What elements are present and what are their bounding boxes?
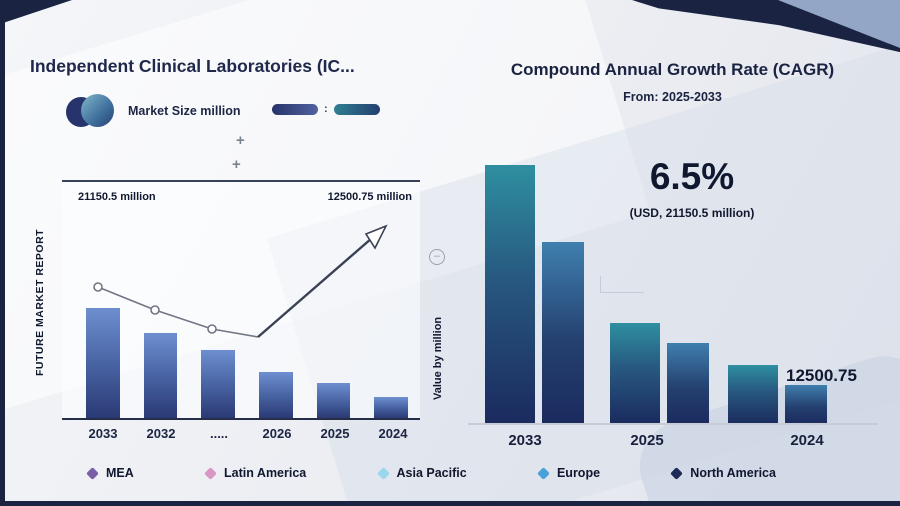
right-bar-group-2033 (485, 165, 584, 425)
legend-label: Europe (556, 466, 601, 480)
pill-teal (333, 104, 380, 115)
annotation-start-value: 21150.5 million (78, 191, 156, 203)
corner-wedge (0, 0, 72, 24)
sphere-teal-icon (81, 94, 114, 127)
right-bar-data-label: 12500.75 (786, 366, 857, 385)
circle-minus-icon: – (429, 249, 445, 265)
pill-separator: : (324, 103, 328, 115)
legend-label: MEA (106, 466, 134, 480)
legend-label: Latin America (224, 466, 307, 480)
right-bar-2024-secondary (785, 385, 827, 425)
legend-diamond-icon (376, 466, 390, 480)
legend-diamond-icon (86, 466, 99, 480)
right-chart-title: Compound Annual Growth Rate (CAGR) (510, 60, 835, 79)
right-bar-2025-secondary (667, 343, 709, 425)
left-x-label-2025: 2025 (320, 426, 350, 441)
left-y-axis-label: FUTURE MARKET REPORT (34, 228, 46, 376)
right-x-label-2024: 2024 (790, 432, 824, 449)
left-bars (86, 308, 409, 418)
right-x-label-2033: 2033 (508, 432, 542, 449)
left-x-label-2033: 2033 (88, 426, 118, 441)
left-bar-2026 (259, 372, 293, 418)
legend-item-north-america[interactable]: North America (670, 466, 776, 480)
left-bar-2032 (143, 333, 178, 418)
legend-diamond-icon (537, 466, 550, 480)
left-bar-..... (201, 350, 236, 418)
bottom-edge-strip (0, 501, 900, 506)
left-edge-strip (0, 0, 5, 506)
right-bar-2033-secondary (542, 242, 584, 425)
legend-item-europe[interactable]: Europe (537, 466, 601, 480)
trend-line-arrow (93, 224, 388, 338)
left-x-label-2024: 2024 (378, 426, 408, 441)
left-chart-title: Independent Clinical Laboratories (IC... (30, 56, 355, 76)
legend-item-asia-pacific[interactable]: Asia Pacific (376, 466, 467, 480)
plus-mark-icon: + (232, 156, 241, 173)
legend-diamond-icon (204, 466, 217, 480)
cagr-value: 6.5% (649, 156, 735, 197)
right-bar-2033-primary (485, 165, 535, 425)
left-bar-2025 (316, 383, 351, 418)
left-chart-plot-area: 21150.5 million 12500.75 million (62, 180, 420, 420)
market-size-icon (66, 94, 114, 130)
left-bar-2033 (86, 308, 120, 418)
legend-row: MEA Latin America Asia Pacific Europe North … (86, 466, 776, 480)
legend-label: Asia Pacific (396, 466, 467, 480)
cagr-note: (USD, 21150.5 million) (629, 206, 755, 220)
decorative-bracket (600, 276, 644, 293)
pill-navy (272, 104, 318, 115)
left-x-label-2026: 2026 (262, 426, 292, 441)
left-bar-2024 (374, 397, 409, 418)
legend-diamond-icon (670, 466, 684, 480)
left-x-labels: 2033 2032..... 2026 2025 2024 (86, 426, 410, 441)
legend-item-latin-america[interactable]: Latin America (204, 466, 307, 480)
annotation-end-value: 12500.75 million (327, 191, 412, 203)
right-axis-line (468, 423, 878, 425)
right-x-label-2025: 2025 (630, 432, 664, 449)
legend-label: North America (690, 466, 776, 480)
legend-pills: : (272, 104, 380, 115)
right-bar-group-2025 (610, 323, 709, 425)
corner-shape-light (778, 0, 900, 48)
left-x-label-.....: ..... (209, 426, 229, 441)
right-bar-2024-primary (728, 365, 778, 425)
right-bar-2025-primary (610, 323, 660, 425)
plus-mark-icon: + (236, 132, 245, 149)
right-y-axis-label: Value by million (432, 316, 444, 400)
legend-item-mea[interactable]: MEA (86, 466, 134, 480)
right-chart-subtitle: From: 2025-2033 (623, 90, 722, 104)
left-x-label-2032: 2032 (146, 426, 176, 441)
market-size-legend-label: Market Size million (128, 104, 241, 118)
right-bar-group-2024 (728, 365, 827, 425)
